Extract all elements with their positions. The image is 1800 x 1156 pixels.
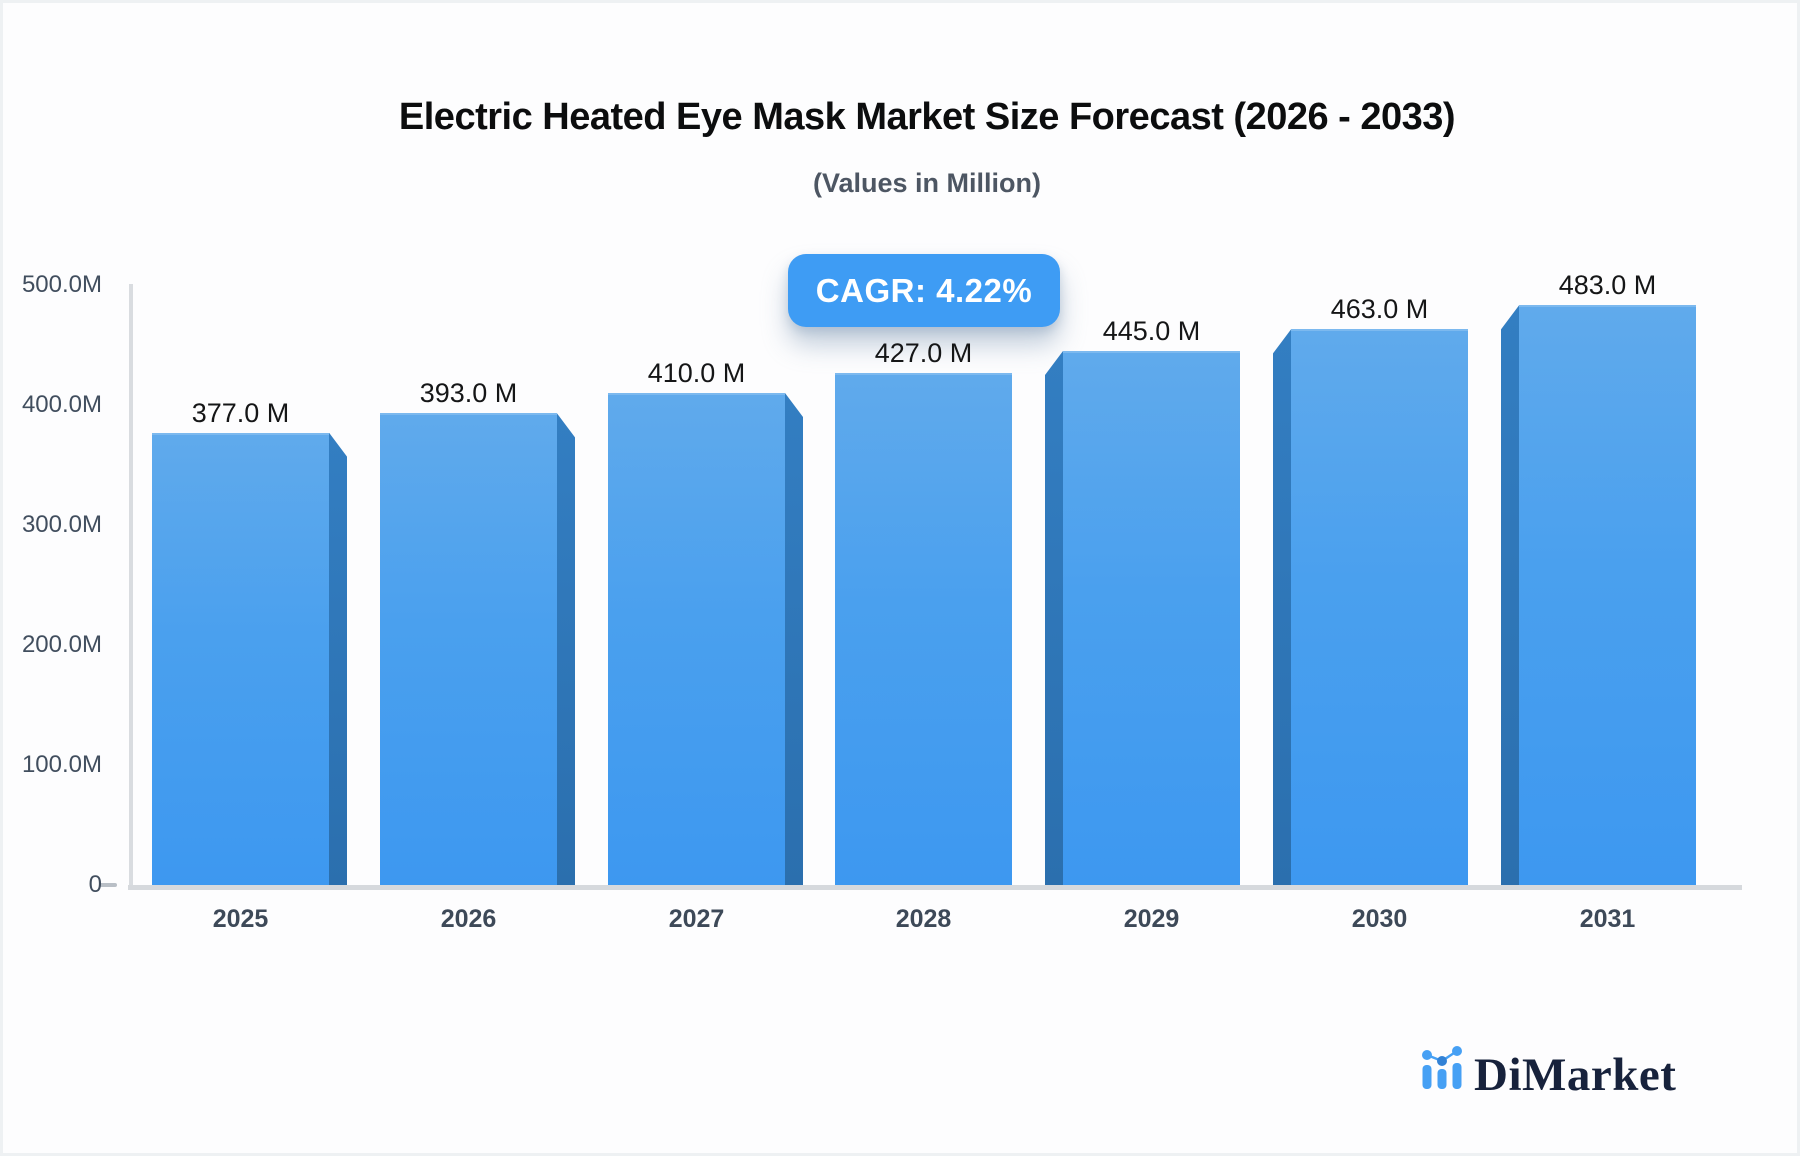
zero-tick-mark: [99, 883, 117, 887]
y-axis-line: [129, 284, 133, 890]
logo-text: DiMarket: [1474, 1049, 1677, 1101]
bar-2026: [380, 413, 557, 885]
cagr-badge: CAGR: 4.22%: [788, 254, 1060, 327]
y-tick-label: 100.0M: [21, 751, 102, 778]
bar-2028: [835, 372, 1012, 885]
bar-value-label: 410.0 M: [647, 358, 746, 388]
bar-side-2031: [1501, 305, 1519, 885]
x-axis-line: [128, 885, 1742, 890]
bar-side-2025: [329, 432, 347, 885]
bar-side-2029: [1045, 351, 1063, 885]
bar-2031: [1519, 305, 1696, 885]
chart-subtitle: (Values in Million): [812, 168, 1042, 198]
cagr-badge-label: CAGR: 4.22%: [815, 271, 1033, 309]
chart-title: Electric Heated Eye Mask Market Size For…: [398, 96, 1456, 138]
logo: DiMarket: [1419, 1038, 1699, 1101]
x-tick-label-2029: 2029: [1123, 905, 1180, 933]
x-tick-label-2031: 2031: [1579, 905, 1636, 933]
y-tick-label: 300.0M: [21, 511, 102, 538]
x-tick-label-2030: 2030: [1351, 905, 1408, 933]
x-tick-label-2028: 2028: [895, 905, 952, 933]
bar-value-label: 483.0 M: [1558, 270, 1657, 301]
bar-value-label: 463.0 M: [1330, 294, 1429, 325]
bar-side-2030: [1273, 329, 1291, 885]
bar-side-2027: [785, 393, 803, 885]
logo-bar-chart-icon: [1422, 1046, 1462, 1089]
y-tick-label: 400.0M: [21, 391, 102, 418]
y-tick-label: 500.0M: [21, 271, 102, 298]
bar-side-2026: [557, 413, 575, 885]
bar-value-label: 445.0 M: [1102, 316, 1201, 346]
bar-2030: [1291, 329, 1468, 885]
bar-value-label: 393.0 M: [419, 378, 518, 409]
x-tick-label-2027: 2027: [668, 905, 725, 933]
x-tick-label-2026: 2026: [440, 905, 497, 933]
bar-2025: [152, 432, 329, 885]
y-tick-label: 0: [88, 871, 102, 898]
bar-value-label: 427.0 M: [874, 337, 973, 368]
bar-2027: [608, 393, 785, 885]
bar-value-label: 377.0 M: [191, 397, 290, 428]
x-tick-label-2025: 2025: [212, 905, 269, 933]
bar-2029: [1063, 351, 1240, 885]
y-tick-label: 200.0M: [21, 631, 102, 658]
